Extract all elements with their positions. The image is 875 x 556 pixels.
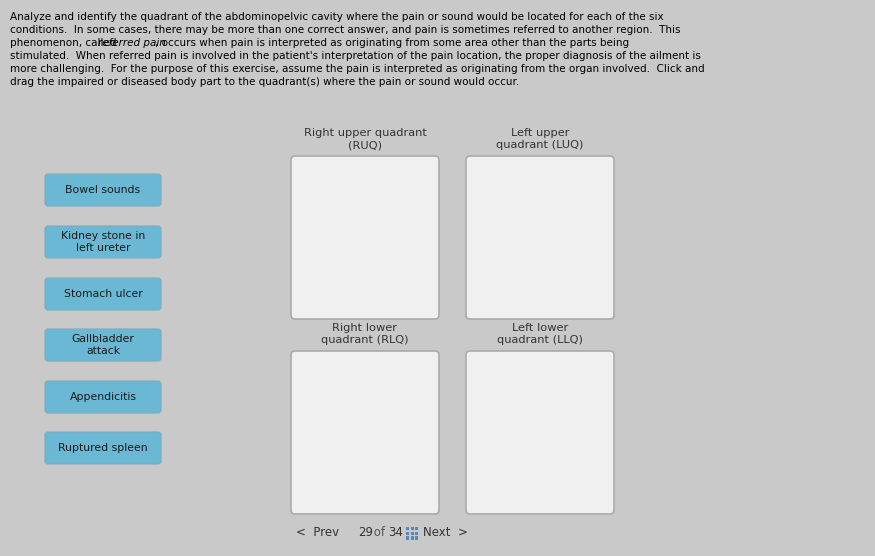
Text: referred pain: referred pain	[98, 38, 166, 48]
Text: Stomach ulcer: Stomach ulcer	[64, 289, 143, 299]
Text: drag the impaired or diseased body part to the quadrant(s) where the pain or sou: drag the impaired or diseased body part …	[10, 77, 519, 87]
Bar	[410, 527, 414, 530]
Text: Bowel sounds: Bowel sounds	[66, 185, 141, 195]
Text: Right upper quadrant
(RUQ): Right upper quadrant (RUQ)	[304, 128, 426, 150]
Bar	[406, 532, 410, 535]
FancyBboxPatch shape	[45, 329, 161, 361]
FancyBboxPatch shape	[45, 432, 161, 464]
Text: <  Prev: < Prev	[296, 525, 340, 539]
FancyBboxPatch shape	[45, 226, 161, 258]
Text: 34: 34	[388, 525, 402, 539]
FancyBboxPatch shape	[291, 351, 439, 514]
FancyBboxPatch shape	[45, 278, 161, 310]
Text: Gallbladder
attack: Gallbladder attack	[72, 334, 135, 356]
FancyBboxPatch shape	[45, 174, 161, 206]
FancyBboxPatch shape	[291, 156, 439, 319]
Text: phenomenon, called: phenomenon, called	[10, 38, 120, 48]
Text: Right lower
quadrant (RLQ): Right lower quadrant (RLQ)	[321, 324, 409, 345]
Text: Appendicitis: Appendicitis	[69, 392, 136, 402]
Bar	[410, 537, 414, 540]
Bar	[406, 537, 410, 540]
Bar	[416, 532, 418, 535]
Text: more challenging.  For the purpose of this exercise, assume the pain is interpre: more challenging. For the purpose of thi…	[10, 64, 704, 74]
Text: Kidney stone in
left ureter: Kidney stone in left ureter	[61, 231, 145, 253]
Text: stimulated.  When referred pain is involved in the patient's interpretation of t: stimulated. When referred pain is involv…	[10, 51, 701, 61]
Bar	[406, 527, 410, 530]
Text: Ruptured spleen: Ruptured spleen	[58, 443, 148, 453]
Text: Next  >: Next >	[423, 525, 468, 539]
Bar	[416, 537, 418, 540]
FancyBboxPatch shape	[466, 156, 614, 319]
Text: , occurs when pain is interpreted as originating from some area other than the p: , occurs when pain is interpreted as ori…	[155, 38, 629, 48]
Text: of: of	[370, 525, 388, 539]
FancyBboxPatch shape	[45, 381, 161, 413]
Text: Analyze and identify the quadrant of the abdominopelvic cavity where the pain or: Analyze and identify the quadrant of the…	[10, 12, 663, 22]
Text: Left lower
quadrant (LLQ): Left lower quadrant (LLQ)	[497, 324, 583, 345]
Bar	[410, 532, 414, 535]
Text: Left upper
quadrant (LUQ): Left upper quadrant (LUQ)	[496, 128, 584, 150]
FancyBboxPatch shape	[466, 351, 614, 514]
Text: conditions.  In some cases, there may be more than one correct answer, and pain : conditions. In some cases, there may be …	[10, 25, 681, 35]
Text: 29: 29	[358, 525, 373, 539]
Bar	[416, 527, 418, 530]
